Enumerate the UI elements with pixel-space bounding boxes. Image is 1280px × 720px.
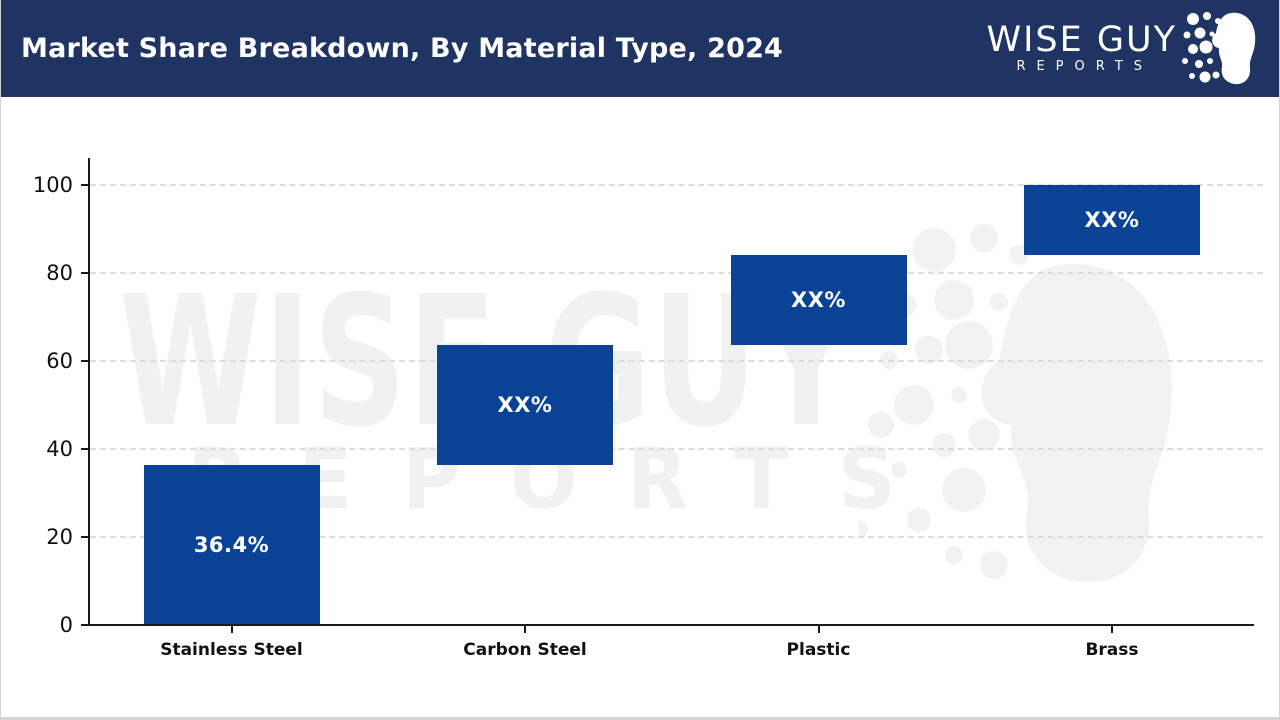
x-category-label: Stainless Steel: [160, 640, 303, 660]
gridline: [90, 184, 1263, 186]
page-title: Market Share Breakdown, By Material Type…: [21, 33, 784, 64]
bar-value-label: XX%: [791, 288, 846, 313]
gridline: [90, 536, 1263, 538]
y-tick-mark: [81, 360, 88, 362]
x-tick-mark: [817, 626, 820, 633]
watermark-face-dots-icon: [859, 224, 1172, 583]
brand-wordmark: WISE GUY REPORTS: [986, 20, 1177, 75]
gridline: [90, 448, 1263, 450]
x-category-label: Plastic: [786, 640, 851, 660]
bar-carbon-steel: XX%: [437, 345, 613, 465]
y-tick-mark: [81, 624, 88, 626]
gridline: [90, 360, 1263, 362]
x-tick-mark: [1111, 626, 1113, 633]
bar-brass: XX%: [1024, 185, 1200, 255]
y-tick-mark: [81, 448, 88, 450]
bar-stainless-steel: 36.4%: [143, 464, 320, 625]
x-tick-mark: [524, 626, 526, 633]
y-tick-label: 80: [46, 261, 73, 285]
bar-plastic: XX%: [730, 254, 907, 346]
y-tick-mark: [81, 536, 88, 538]
brand-face-icon: [1182, 11, 1256, 84]
y-tick-label: 60: [46, 349, 73, 373]
bar-value-label: XX%: [497, 392, 553, 417]
bar-value-label: XX%: [1084, 207, 1140, 232]
y-tick-label: 0: [59, 613, 73, 637]
header: Market Share Breakdown, By Material Type…: [1, 0, 1279, 97]
x-axis: [88, 624, 1254, 626]
gridline: [90, 272, 1263, 274]
y-tick-mark: [81, 184, 88, 186]
y-tick-mark: [81, 272, 88, 274]
x-tick-mark: [230, 626, 233, 633]
x-category-label: Carbon Steel: [463, 640, 587, 660]
y-axis: [88, 158, 90, 626]
brand-wordmark-line2: REPORTS: [1016, 59, 1154, 74]
x-category-label: Brass: [1085, 640, 1139, 660]
brand-wordmark-line1: WISE GUY: [986, 20, 1177, 60]
y-tick-label: 100: [32, 173, 73, 197]
bar-value-label: 36.4%: [193, 532, 270, 557]
y-tick-label: 20: [46, 525, 73, 549]
brand-logo: WISE GUY REPORTS: [986, 9, 1257, 89]
y-tick-label: 40: [46, 437, 73, 461]
